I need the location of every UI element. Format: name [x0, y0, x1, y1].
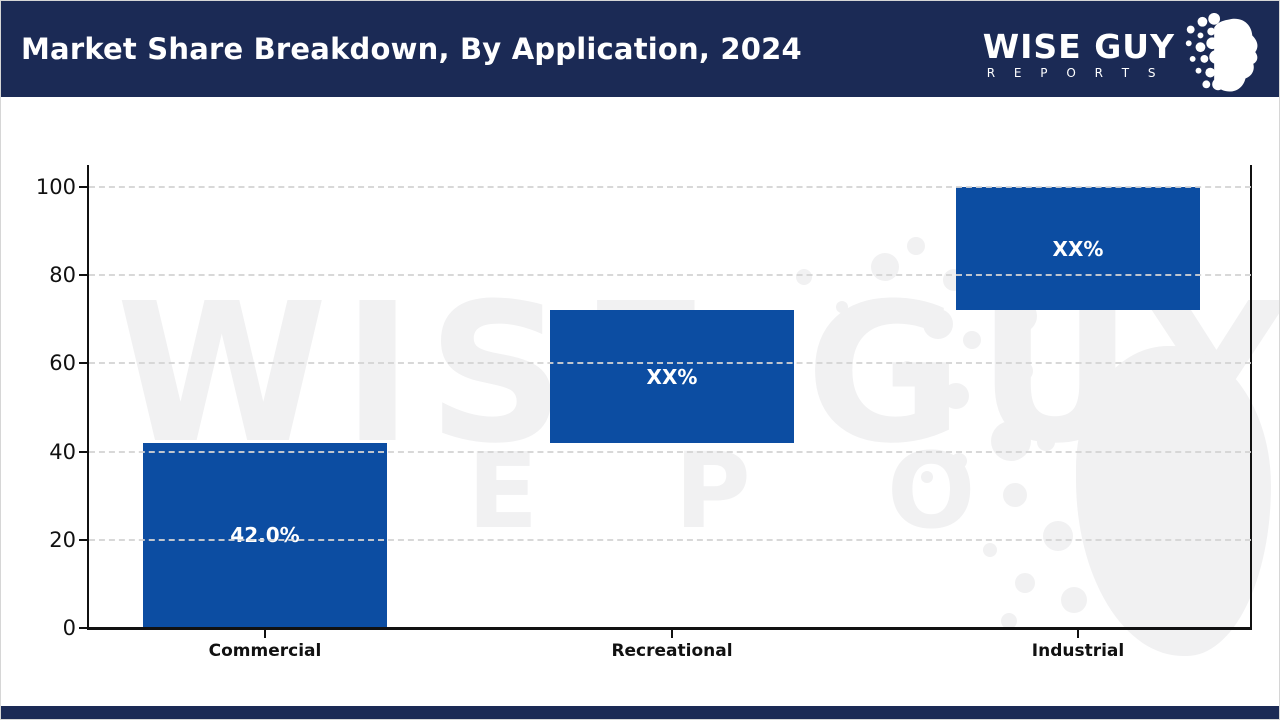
- gridline: [89, 186, 1251, 188]
- logo-reports-label: R E P O R T S: [986, 66, 1164, 81]
- bar-commercial: 42.0%: [143, 442, 387, 628]
- watermark-dot: [1061, 587, 1087, 613]
- x-tick-mark: [264, 630, 266, 638]
- y-tick-mark: [79, 274, 88, 277]
- axis-spine-right: [1250, 165, 1252, 630]
- x-category-label: Recreational: [611, 641, 733, 661]
- x-category-label: Industrial: [1031, 641, 1125, 661]
- bar-value-label: 42.0%: [230, 523, 300, 548]
- gridline: [89, 450, 1251, 453]
- watermark-dot: [1037, 433, 1055, 451]
- logo-text: WISE GUY R E P O R T S: [982, 26, 1175, 81]
- watermark-dot: [873, 421, 883, 431]
- y-tick-label: 40: [49, 439, 76, 464]
- bar-industrial: XX%: [956, 187, 1200, 311]
- footer-bar: [1, 706, 1279, 719]
- watermark-dot: [951, 453, 967, 469]
- watermark-dot: [863, 301, 877, 315]
- header-bar: Market Share Breakdown, By Application, …: [1, 1, 1279, 97]
- watermark-dot: [907, 237, 925, 255]
- watermark-dot: [921, 471, 933, 483]
- gridline: [89, 538, 1251, 541]
- y-tick-label: 0: [62, 616, 76, 640]
- watermark-dot: [1013, 361, 1033, 381]
- y-tick-label: 80: [49, 263, 76, 288]
- watermark-dot: [1003, 483, 1027, 507]
- x-axis-line: [87, 627, 1251, 630]
- watermark-dot: [871, 253, 899, 281]
- watermark-dot: [943, 383, 969, 409]
- y-tick-label: 20: [49, 527, 76, 552]
- x-tick-mark: [1077, 630, 1079, 638]
- y-tick-mark: [79, 538, 88, 541]
- watermark-dot: [1043, 521, 1073, 551]
- watermark-dot: [796, 269, 812, 285]
- watermark-dot: [991, 421, 1031, 461]
- watermark-face-silhouette: [1076, 346, 1271, 656]
- bar-value-label: XX%: [646, 364, 698, 389]
- watermark-dot: [923, 309, 953, 339]
- y-tick-label: 100: [35, 175, 76, 199]
- watermark-dot: [983, 543, 997, 557]
- y-tick-label: 60: [49, 351, 76, 376]
- wise-guy-reports-logo: WISE GUY R E P O R T S: [983, 13, 1265, 97]
- gridline: [89, 274, 1251, 277]
- logo-wiseguy-label: WISE GUY: [982, 26, 1175, 66]
- x-tick-mark: [671, 630, 673, 638]
- watermark-dot: [963, 331, 981, 349]
- watermark-dot: [836, 301, 848, 313]
- logo-face-icon: [1185, 13, 1258, 92]
- axis-spine-left: [87, 165, 89, 630]
- y-tick-mark: [79, 450, 88, 453]
- bar-value-label: XX%: [1052, 236, 1104, 261]
- watermark-dot: [1001, 613, 1017, 629]
- x-category-label: Commercial: [208, 641, 322, 661]
- watermark-dot: [1015, 573, 1035, 593]
- y-tick-mark: [79, 627, 88, 629]
- bar-recreational: XX%: [550, 310, 794, 443]
- y-tick-mark: [79, 186, 88, 188]
- gridline: [89, 362, 1251, 365]
- y-tick-mark: [79, 362, 88, 365]
- chart-title: Market Share Breakdown, By Application, …: [21, 32, 802, 66]
